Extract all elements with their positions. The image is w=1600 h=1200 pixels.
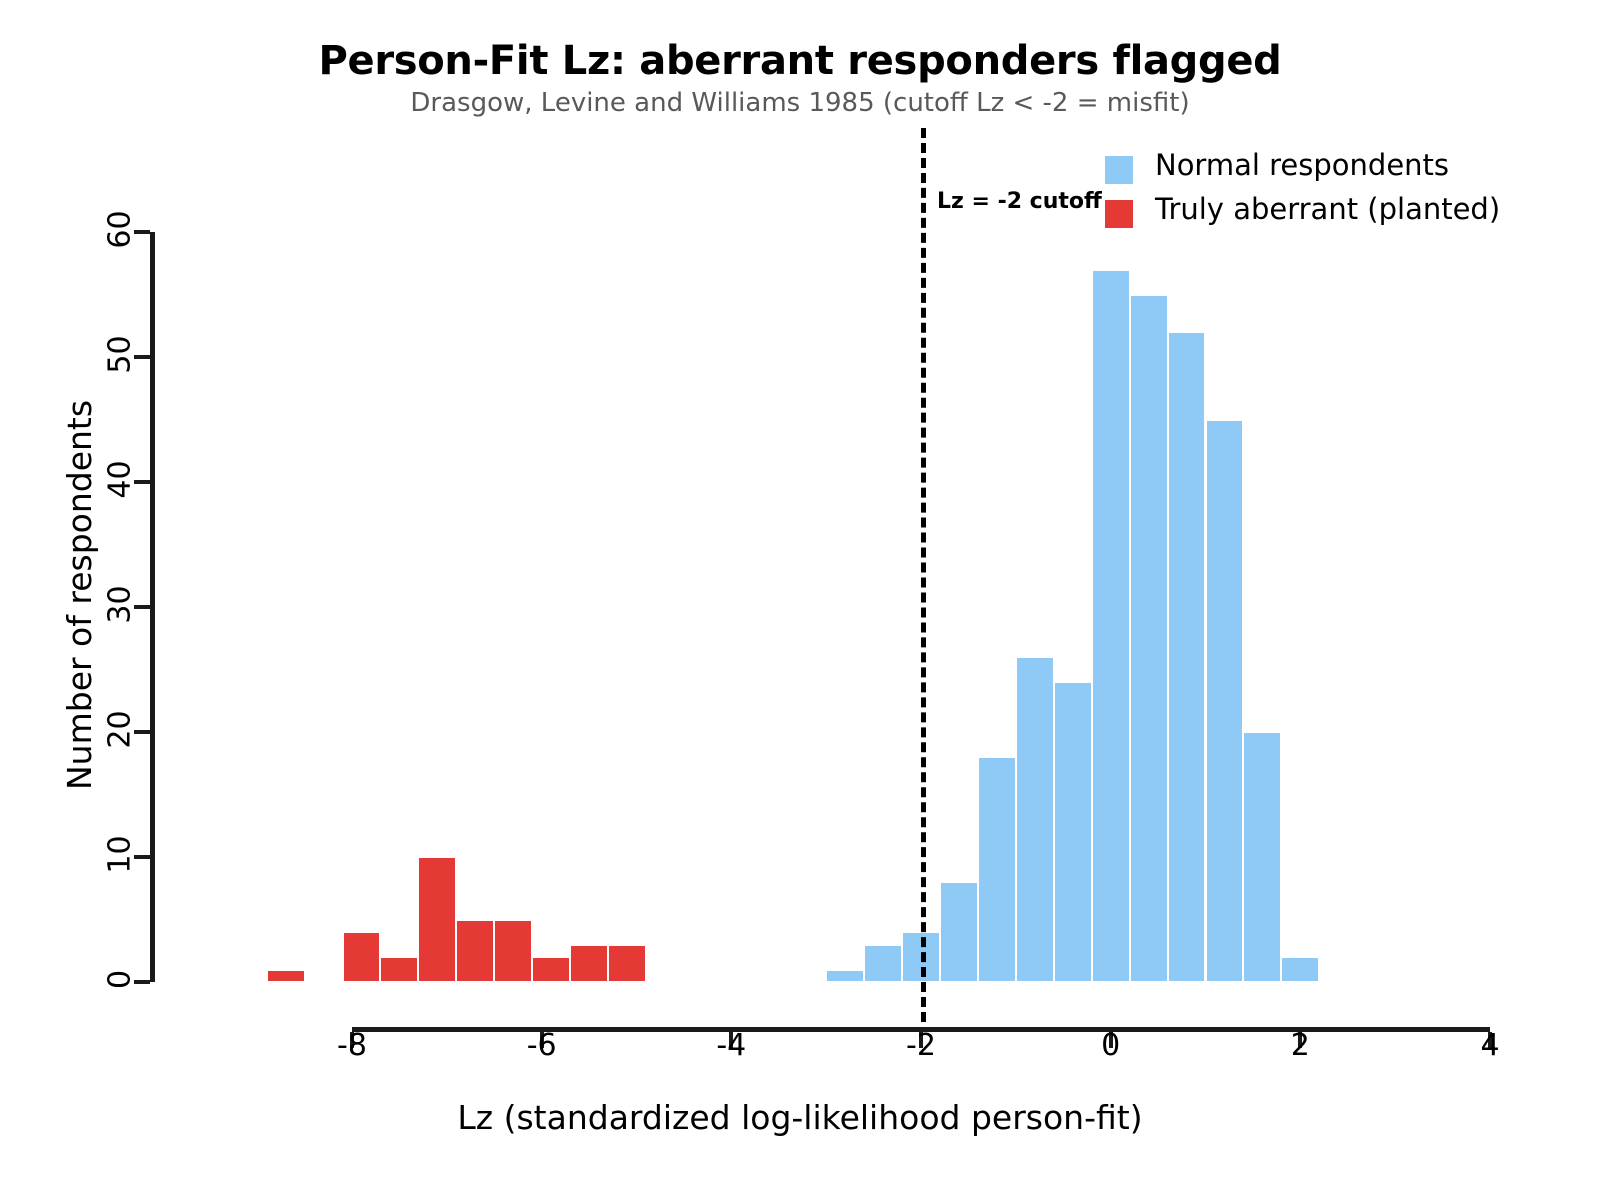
y-axis-tick-label: 30 — [102, 585, 138, 624]
x-axis-tick-label: 2 — [1290, 1028, 1310, 1063]
x-axis-tick — [919, 1032, 923, 1048]
histogram-bar — [826, 969, 865, 982]
histogram-bar — [1015, 657, 1054, 982]
histogram-bar — [608, 944, 646, 982]
histogram-bar — [494, 919, 533, 982]
y-axis-tick-label: 50 — [102, 335, 138, 374]
histogram-bar — [1129, 294, 1168, 982]
x-axis-tick — [539, 1032, 544, 1048]
histogram-bar — [456, 919, 495, 982]
y-axis-tick-label: 40 — [102, 460, 138, 499]
y-axis-line — [150, 232, 155, 982]
histogram-bar — [977, 757, 1016, 982]
x-axis-tick-label: -2 — [906, 1028, 936, 1063]
y-axis-tick — [134, 480, 150, 484]
legend-swatch-aberrant-icon — [1105, 200, 1133, 228]
y-axis-tick — [134, 980, 150, 984]
x-axis-tick — [350, 1032, 354, 1048]
y-axis-tick-label: 0 — [102, 969, 138, 990]
histogram-bar — [1053, 682, 1092, 982]
x-axis-tick — [1298, 1032, 1303, 1048]
histogram-bar — [1091, 269, 1130, 982]
histogram-bar — [342, 932, 381, 982]
y-axis-tick — [134, 230, 150, 234]
x-axis-label: Lz (standardized log-likelihood person-f… — [457, 1098, 1143, 1137]
x-axis-tick-label: 4 — [1480, 1028, 1500, 1063]
histogram-bar — [380, 957, 419, 982]
y-axis-tick — [134, 855, 150, 859]
histogram-bar — [1205, 419, 1244, 982]
legend-label-aberrant: Truly aberrant (planted) — [1155, 192, 1501, 226]
histogram-bar — [532, 957, 571, 982]
histogram-bar — [266, 969, 305, 982]
histogram-bar — [902, 932, 940, 982]
y-axis-tick-label: 10 — [102, 835, 138, 874]
x-axis-tick — [1108, 1032, 1113, 1048]
y-axis-tick — [134, 355, 150, 359]
y-axis-tick — [134, 730, 150, 734]
histogram-bar — [1167, 332, 1206, 982]
histogram-bar — [418, 857, 457, 982]
histogram-bar — [939, 882, 978, 982]
y-axis-label: Number of respondents — [60, 399, 99, 790]
cutoff-line — [921, 128, 926, 1022]
histogram-bar — [570, 944, 609, 982]
x-axis-tick — [1488, 1032, 1492, 1048]
histogram-bar — [864, 944, 903, 982]
legend-swatch-normal-icon — [1105, 156, 1133, 184]
legend-label-normal: Normal respondents — [1155, 148, 1450, 182]
x-axis-tick-label: 0 — [1101, 1028, 1121, 1063]
x-axis-line — [352, 1027, 1490, 1032]
histogram-bar — [1281, 957, 1320, 982]
x-axis-tick-label: -8 — [337, 1028, 367, 1063]
chart-title: Person-Fit Lz: aberrant responders flagg… — [318, 38, 1282, 84]
y-axis-tick — [134, 605, 150, 609]
cutoff-label: Lz = -2 cutoff — [937, 189, 1102, 214]
y-axis-tick-label: 60 — [102, 210, 138, 249]
histogram-bar — [1243, 732, 1282, 982]
x-axis-tick — [729, 1032, 734, 1048]
x-axis-tick-label: -4 — [716, 1028, 747, 1063]
chart-subtitle: Drasgow, Levine and Williams 1985 (cutof… — [410, 88, 1190, 118]
x-axis-tick-label: -6 — [526, 1028, 557, 1063]
y-axis-tick-label: 20 — [102, 710, 138, 749]
